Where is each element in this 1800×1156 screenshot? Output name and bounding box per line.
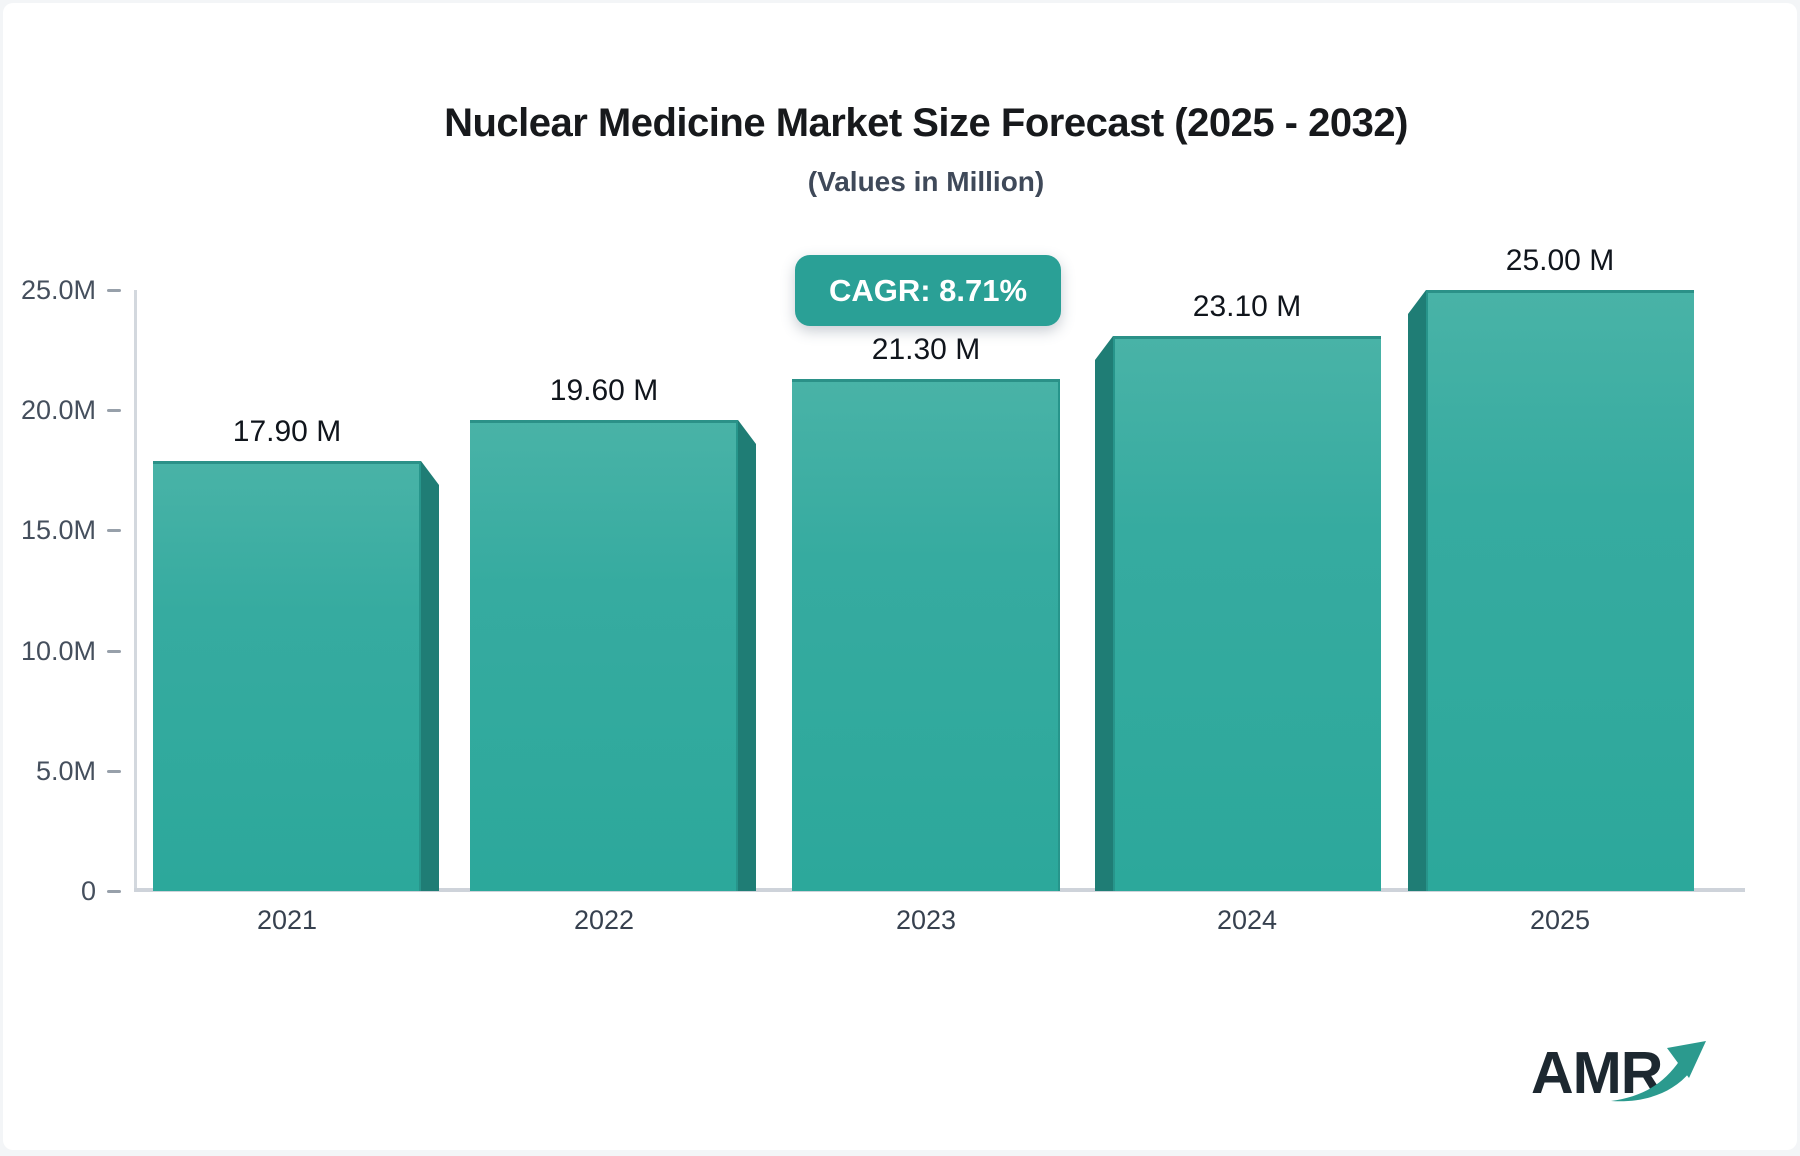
x-axis-label: 2024 [1216,905,1278,935]
bar-2024 [1113,336,1381,891]
y-axis-tick-label: 0 [80,876,96,906]
bar-side-face [738,420,756,891]
y-axis-tick-mark [107,890,121,893]
y-axis-tick-mark [107,289,121,292]
bar-value-label: 17.90 M [232,415,342,448]
y-axis-tick-mark [107,529,121,532]
cagr-badge: CAGR: 8.71% [795,255,1061,326]
bar-value-label: 23.10 M [1192,290,1302,323]
y-axis-line [134,290,137,891]
bar-value-label: 19.60 M [549,374,659,407]
bar-2022 [470,420,738,891]
x-axis-label: 2022 [573,905,635,935]
bar-value-label: 21.30 M [871,333,981,366]
y-axis-tick-label: 10.0M [20,636,96,666]
y-axis-tick-mark [107,650,121,653]
y-axis-tick-label: 15.0M [20,515,96,545]
y-axis-tick-label: 20.0M [20,395,96,425]
bar-side-face [1095,336,1113,891]
bar-value-label: 25.00 M [1505,244,1615,277]
bar-2021 [153,461,421,891]
y-axis-tick-label: 25.0M [20,275,96,305]
x-axis-label: 2023 [895,905,957,935]
bar-side-face [421,461,439,891]
y-axis-tick-label: 5.0M [35,756,96,786]
chart-card: Nuclear Medicine Market Size Forecast (2… [3,3,1797,1150]
bar-2023 [792,379,1060,891]
y-axis-tick-mark [107,409,121,412]
y-axis-tick-mark [107,770,121,773]
growth-arrow-icon [1611,1041,1706,1102]
x-axis-label: 2025 [1529,905,1591,935]
amr-logo: AMR [1531,1031,1731,1121]
chart-title: Nuclear Medicine Market Size Forecast (2… [444,101,1408,145]
bar-side-face [1408,290,1426,891]
chart-subtitle: (Values in Million) [807,166,1045,197]
x-axis-label: 2021 [256,905,318,935]
bar-2025 [1426,290,1694,891]
